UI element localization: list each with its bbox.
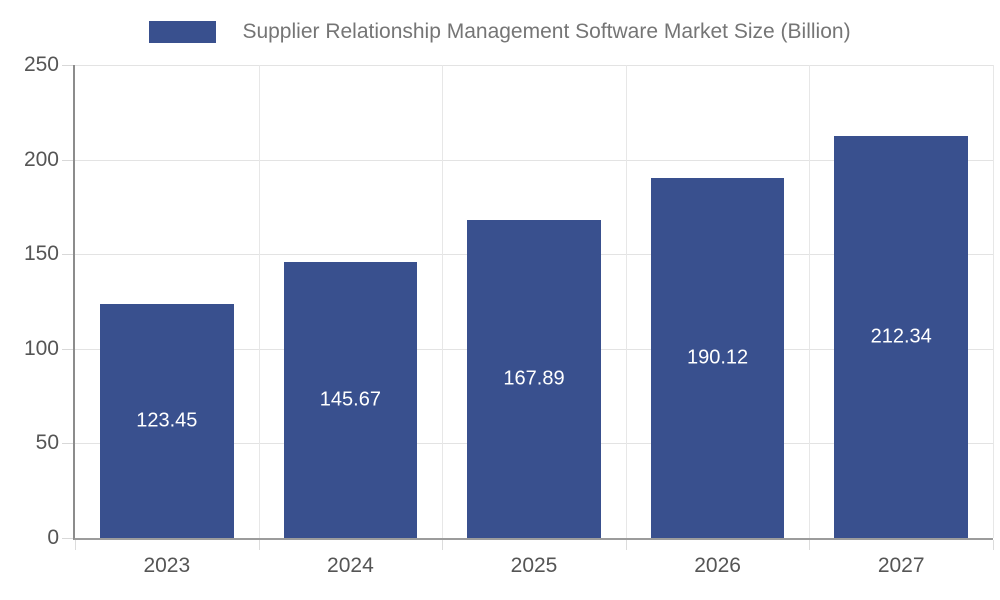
gridline-horizontal (75, 159, 993, 161)
y-tick-label: 50 (35, 431, 59, 455)
bar-value-label: 123.45 (136, 409, 198, 432)
legend: Supplier Relationship Management Softwar… (0, 14, 1000, 50)
y-tick-label: 200 (23, 147, 59, 171)
plot-area: 0 50 100 150 200 250 123.45 2023 145.67 2024 167.8… (24, 53, 994, 577)
x-axis-tick (75, 540, 76, 550)
y-axis-tick (62, 538, 73, 539)
y-tick-label: 250 (23, 53, 59, 76)
bar: 145.67 (283, 262, 418, 538)
gridline-vertical (993, 65, 994, 538)
y-tick-label: 0 (47, 526, 59, 549)
y-axis-tick (62, 254, 73, 256)
gridline-vertical (442, 65, 444, 538)
gridline-vertical (809, 65, 811, 538)
y-tick-label: 100 (23, 336, 59, 360)
gridline-vertical (258, 65, 260, 538)
x-axis-tick (993, 540, 994, 550)
x-axis-tick (625, 540, 627, 550)
x-tick-label: 2026 (694, 554, 741, 577)
y-axis-tick (62, 159, 73, 161)
bar: 212.34 (834, 136, 969, 538)
bar-value-label: 212.34 (870, 325, 932, 348)
x-tick-label: 2027 (877, 554, 925, 577)
y-axis-tick (62, 65, 73, 66)
gridline-vertical (625, 65, 627, 538)
bar: 167.89 (467, 220, 601, 538)
gridline-horizontal (75, 65, 993, 66)
y-axis-tick (62, 348, 73, 350)
x-axis-tick (442, 540, 444, 550)
x-tick-label: 2024 (327, 554, 374, 577)
bar: 123.45 (99, 304, 234, 538)
legend-swatch (149, 21, 217, 43)
y-tick-label: 150 (23, 242, 59, 266)
x-tick-label: 2025 (510, 554, 558, 577)
x-tick-label: 2023 (143, 554, 191, 577)
bar-value-label: 190.12 (687, 346, 749, 369)
bar-value-label: 167.89 (503, 367, 565, 390)
x-axis-tick (258, 540, 260, 550)
bar-value-label: 145.67 (319, 388, 381, 411)
bar: 190.12 (650, 178, 785, 538)
x-axis-tick (809, 540, 811, 550)
y-axis-tick (62, 443, 73, 445)
legend-label: Supplier Relationship Management Softwar… (242, 20, 851, 43)
